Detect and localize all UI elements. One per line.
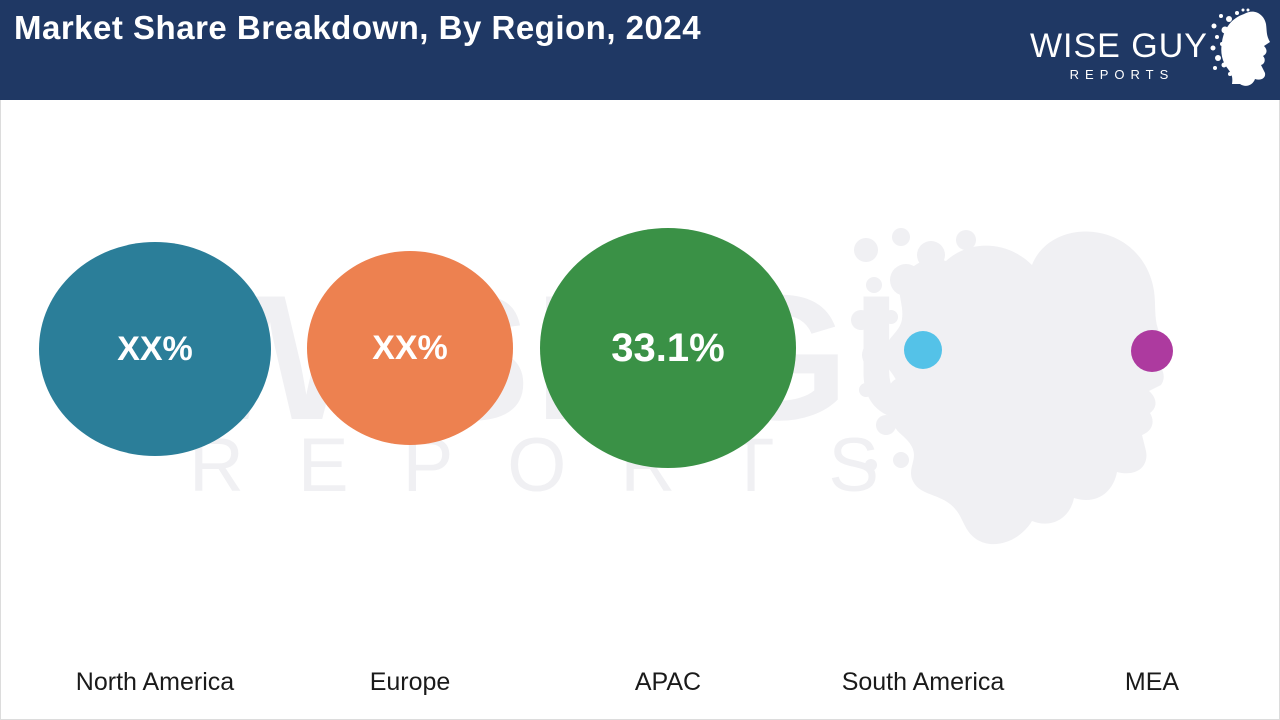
category-label-apac: APAC <box>634 668 702 696</box>
bubble-north-america: XX% <box>39 242 271 456</box>
category-label-south-america: South America <box>841 668 1005 696</box>
logo-name: WISE GUY <box>1029 26 1208 65</box>
watermark-head-icon <box>851 228 1169 545</box>
bubble-europe: XX% <box>307 251 513 445</box>
logo-head-icon <box>1210 8 1270 86</box>
page-title: Market Share Breakdown, By Region, 2024 <box>14 9 702 46</box>
bubble-apac: 33.1% <box>540 228 796 468</box>
bubble-europe-value: XX% <box>372 328 448 367</box>
category-label-mea: MEA <box>1124 668 1180 696</box>
category-label-europe: Europe <box>369 668 451 696</box>
bubble-apac-value: 33.1% <box>611 325 725 370</box>
bubble-mea <box>1131 330 1173 372</box>
wise-guy-logo: WISE GUY REPORTS <box>1030 6 1272 88</box>
bubble-south-america <box>904 331 942 369</box>
watermark-subtitle: REPORTS <box>189 423 934 508</box>
chart-area: WISE GUY REPORTS <box>0 100 1280 720</box>
logo-subtitle: REPORTS <box>1069 66 1175 82</box>
category-label-north-america: North America <box>75 668 235 696</box>
header-bar: Market Share Breakdown, By Region, 2024 … <box>0 0 1280 100</box>
bubble-north-america-value: XX% <box>117 329 193 368</box>
logo-wordmark: WISE GUY REPORTS <box>1030 27 1208 82</box>
